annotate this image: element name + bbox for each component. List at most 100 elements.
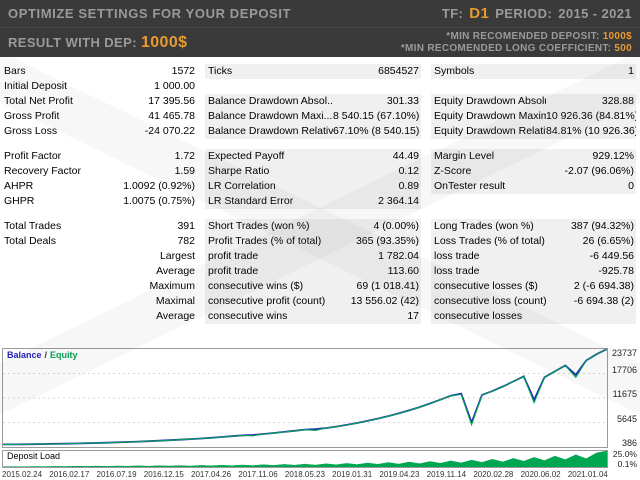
stat-value: Average <box>156 310 195 322</box>
stat-value: 13 556.02 (42) <box>333 294 421 309</box>
table-row: Gross Profit 41 465.78 Balance Drawdown Ma… <box>4 109 636 124</box>
stat-label: LR Standard Error <box>205 194 333 209</box>
table-row: Initial Deposit 1 000.00 <box>4 79 636 94</box>
stat-label: consecutive losses ($) <box>431 279 546 294</box>
min-deposit-value: 1000$ <box>602 30 632 42</box>
min-coefficient-label: *MIN RECOMENDED LONG COEFFICIENT: <box>400 42 612 54</box>
table-row: Maximum consecutive wins ($) 69 (1 018.41)… <box>4 279 636 294</box>
header-row-1: OPTIMIZE SETTINGS FOR YOUR DEPOSIT TF: D… <box>0 0 640 28</box>
min-coefficient-line: *MIN RECOMENDED LONG COEFFICIENT: 500 <box>401 43 632 55</box>
stat-label: Bars <box>4 65 26 77</box>
table-row: Total Trades 391 Short Trades (won %) 4 (0.… <box>4 219 636 234</box>
chart-legend: Balance / Equity <box>7 350 78 360</box>
stat-value: Maximal <box>155 295 195 307</box>
stat-label: Equity Drawdown Maximal <box>431 109 546 124</box>
stat-value: 1.0075 (0.75%) <box>123 195 195 207</box>
deposit-load-max-label: 25.0% <box>612 449 637 459</box>
table-row: Gross Loss -24 070.22 Balance Drawdown Rel… <box>4 124 636 139</box>
table-spacer <box>4 139 636 149</box>
stat-label: Sharpe Ratio <box>205 164 333 179</box>
stat-value: 0.12 <box>333 164 421 179</box>
stat-label: Total Net Profit <box>4 95 73 107</box>
stat-value <box>546 309 636 324</box>
x-tick-label: 2016.02.17 <box>49 470 90 479</box>
stat-value: 1 <box>546 64 636 79</box>
stat-value: 26 (6.65%) <box>546 234 636 249</box>
x-tick-label: 2016.07.19 <box>96 470 137 479</box>
stat-label <box>4 249 104 264</box>
period-label: PERIOD: <box>495 6 553 21</box>
report-header: OPTIMIZE SETTINGS FOR YOUR DEPOSIT TF: D… <box>0 0 640 57</box>
table-row: Profit Factor 1.72 Expected Payoff 44.49 Mar… <box>4 149 636 164</box>
stat-label: Equity Drawdown Relative <box>431 124 546 139</box>
stat-label: Profit Trades (% of total) <box>205 234 333 249</box>
x-tick-label: 2019.11.14 <box>426 470 467 479</box>
stat-label <box>4 294 104 309</box>
chart-x-axis: 2015.02.24 2016.02.17 2016.07.19 2016.12.15… <box>2 470 608 479</box>
deposit-load-axis: 25.0% 0.1% <box>608 449 638 469</box>
stat-value: 4 (0.00%) <box>333 219 421 234</box>
stat-value: 1572 <box>171 65 195 77</box>
x-tick-label: 2015.02.24 <box>2 470 43 479</box>
stat-value: 10 926.36 (84.81%) <box>546 109 636 124</box>
min-recommendations: *MIN RECOMENDED DEPOSIT: 1000$ *MIN RECO… <box>401 31 632 55</box>
stat-value: -2.07 (96.06%) <box>546 164 636 179</box>
x-tick-label: 2020.06.02 <box>520 470 561 479</box>
stat-label: consecutive losses <box>431 309 546 324</box>
stat-label: Z-Score <box>431 164 546 179</box>
stat-value: 0 <box>546 179 636 194</box>
stat-value: 41 465.78 <box>148 110 195 122</box>
period-value: 2015 - 2021 <box>558 6 632 21</box>
stat-value: 6854527 <box>333 64 421 79</box>
stat-value: 0.89 <box>333 179 421 194</box>
x-tick-label: 2017.04.26 <box>191 470 232 479</box>
x-tick-label: 2016.12.15 <box>143 470 184 479</box>
header-row-2: RESULT WITH DEP: 1000$ *MIN RECOMENDED D… <box>0 28 640 57</box>
stat-label: Margin Level <box>431 149 546 164</box>
stat-value: 1 782.04 <box>333 249 421 264</box>
stat-label: consecutive wins <box>205 309 333 324</box>
x-tick-label: 2020.02.28 <box>473 470 514 479</box>
stat-label: AHPR <box>4 180 34 192</box>
stat-label: Total Trades <box>4 220 62 232</box>
stat-value: -6 694.38 (2) <box>546 294 636 309</box>
stat-value: 1.59 <box>174 165 195 177</box>
stat-label: Loss Trades (% of total) <box>431 234 546 249</box>
stat-value: -925.78 <box>546 264 636 279</box>
min-coefficient-value: 500 <box>614 42 632 54</box>
x-tick-label: 2019.04.23 <box>379 470 420 479</box>
table-row: Total Net Profit 17 395.56 Balance Drawdow… <box>4 94 636 109</box>
stat-label: profit trade <box>205 264 333 279</box>
stat-value: Average <box>156 265 195 277</box>
stat-value: 1 000.00 <box>154 80 195 92</box>
deposit-load-canvas <box>3 451 607 467</box>
stat-label: Equity Drawdown Absolute <box>431 94 546 109</box>
deposit-label: RESULT WITH DEP: <box>8 34 137 50</box>
stat-label: profit trade <box>205 249 333 264</box>
stat-label: OnTester result <box>431 179 546 194</box>
legend-equity: Equity <box>50 350 78 360</box>
stat-label <box>205 79 333 94</box>
stat-value: 929.12% <box>546 149 636 164</box>
stat-value: 44.49 <box>333 149 421 164</box>
stat-value: 1.72 <box>174 150 195 162</box>
result-deposit: RESULT WITH DEP: 1000$ <box>8 34 187 52</box>
y-tick-label: 17706 <box>611 364 637 375</box>
stat-value <box>333 79 421 94</box>
stat-label: Balance Drawdown Absol... <box>205 94 333 109</box>
chart-canvas <box>3 349 607 446</box>
stat-value: 365 (93.35%) <box>333 234 421 249</box>
page-title: OPTIMIZE SETTINGS FOR YOUR DEPOSIT <box>8 6 292 21</box>
table-row: Recovery Factor 1.59 Sharpe Ratio 0.12 Z-Sco… <box>4 164 636 179</box>
stat-label: Gross Loss <box>4 125 58 137</box>
y-tick-label: 11675 <box>612 389 637 399</box>
stat-label: Balance Drawdown Maxi... <box>205 109 333 124</box>
stat-label: Gross Profit <box>4 110 60 122</box>
stat-value: 301.33 <box>333 94 421 109</box>
table-row: Bars 1572 Ticks 6854527 Symbols 1 <box>4 64 636 79</box>
stat-value <box>546 194 636 209</box>
stats-table: Bars 1572 Ticks 6854527 Symbols 1 Initial Depo… <box>4 64 636 324</box>
stat-label <box>4 279 104 294</box>
tf-value: D1 <box>469 5 490 22</box>
stat-label: consecutive wins ($) <box>205 279 333 294</box>
